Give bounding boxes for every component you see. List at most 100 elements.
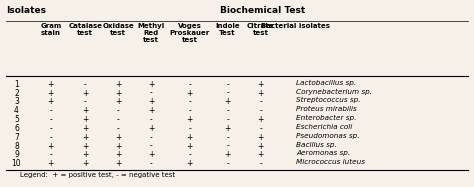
Text: +: + <box>257 142 264 151</box>
Text: Legend:  + = positive test, - = negative test: Legend: + = positive test, - = negative … <box>20 172 175 178</box>
Text: +: + <box>224 97 231 106</box>
Text: 10: 10 <box>12 159 21 168</box>
Text: +: + <box>115 133 121 142</box>
Text: +: + <box>48 142 54 151</box>
Text: +: + <box>48 80 54 89</box>
Text: -: - <box>49 150 52 160</box>
Text: Escherichia coli: Escherichia coli <box>296 124 352 130</box>
Text: -: - <box>150 142 153 151</box>
Text: +: + <box>187 159 193 168</box>
Text: +: + <box>148 106 155 115</box>
Text: +: + <box>48 159 54 168</box>
Text: +: + <box>115 97 121 106</box>
Text: Aeromonas sp.: Aeromonas sp. <box>296 150 350 156</box>
Text: -: - <box>117 124 119 133</box>
Text: Isolates: Isolates <box>6 6 46 15</box>
Text: -: - <box>189 97 191 106</box>
Text: -: - <box>259 97 262 106</box>
Text: +: + <box>115 142 121 151</box>
Text: +: + <box>82 106 89 115</box>
Text: -: - <box>189 80 191 89</box>
Text: Streptococcus sp.: Streptococcus sp. <box>296 97 360 103</box>
Text: +: + <box>257 115 264 124</box>
Text: -: - <box>49 124 52 133</box>
Text: +: + <box>224 150 231 160</box>
Text: -: - <box>84 80 87 89</box>
Text: +: + <box>224 124 231 133</box>
Text: +: + <box>148 124 155 133</box>
Text: -: - <box>189 150 191 160</box>
Text: Citrate
test: Citrate test <box>247 23 274 36</box>
Text: +: + <box>148 97 155 106</box>
Text: -: - <box>84 97 87 106</box>
Text: Oxidase
test: Oxidase test <box>102 23 134 36</box>
Text: -: - <box>259 106 262 115</box>
Text: +: + <box>148 80 155 89</box>
Text: 9: 9 <box>14 150 19 160</box>
Text: Gram
stain: Gram stain <box>40 23 62 36</box>
Text: -: - <box>226 106 229 115</box>
Text: +: + <box>82 159 89 168</box>
Text: +: + <box>82 150 89 160</box>
Text: Voges
Proskauer
test: Voges Proskauer test <box>170 23 210 43</box>
Text: +: + <box>257 80 264 89</box>
Text: -: - <box>117 106 119 115</box>
Text: -: - <box>226 142 229 151</box>
Text: -: - <box>150 159 153 168</box>
Text: +: + <box>82 133 89 142</box>
Text: Proteus mirabilis: Proteus mirabilis <box>296 106 356 112</box>
Text: -: - <box>150 115 153 124</box>
Text: Catalase
test: Catalase test <box>68 23 102 36</box>
Text: Corynebacterium sp.: Corynebacterium sp. <box>296 88 372 95</box>
Text: +: + <box>115 159 121 168</box>
Text: 3: 3 <box>14 97 19 106</box>
Text: Lactobacillus sp.: Lactobacillus sp. <box>296 80 356 86</box>
Text: Biochemical Test: Biochemical Test <box>220 6 306 15</box>
Text: -: - <box>226 159 229 168</box>
Text: Methyl
Red
test: Methyl Red test <box>137 23 165 43</box>
Text: +: + <box>82 124 89 133</box>
Text: -: - <box>49 133 52 142</box>
Text: 2: 2 <box>14 88 19 98</box>
Text: +: + <box>187 133 193 142</box>
Text: -: - <box>226 80 229 89</box>
Text: Pseudomonas sp.: Pseudomonas sp. <box>296 133 359 139</box>
Text: +: + <box>187 142 193 151</box>
Text: 7: 7 <box>14 133 19 142</box>
Text: -: - <box>150 88 153 98</box>
Text: -: - <box>189 124 191 133</box>
Text: +: + <box>82 88 89 98</box>
Text: +: + <box>148 150 155 160</box>
Text: -: - <box>259 124 262 133</box>
Text: Enterobacter sp.: Enterobacter sp. <box>296 115 356 121</box>
Text: -: - <box>117 115 119 124</box>
Text: -: - <box>49 106 52 115</box>
Text: +: + <box>187 115 193 124</box>
Text: +: + <box>82 115 89 124</box>
Text: 1: 1 <box>14 80 19 89</box>
Text: -: - <box>189 106 191 115</box>
Text: +: + <box>115 80 121 89</box>
Text: +: + <box>115 88 121 98</box>
Text: Bacterial isolates: Bacterial isolates <box>261 23 330 29</box>
Text: +: + <box>48 88 54 98</box>
Text: 4: 4 <box>14 106 19 115</box>
Text: +: + <box>257 88 264 98</box>
Text: +: + <box>82 142 89 151</box>
Text: -: - <box>49 115 52 124</box>
Text: 5: 5 <box>14 115 19 124</box>
Text: Bacillus sp.: Bacillus sp. <box>296 142 337 148</box>
Text: +: + <box>48 97 54 106</box>
Text: +: + <box>187 88 193 98</box>
Text: 8: 8 <box>14 142 19 151</box>
Text: -: - <box>150 133 153 142</box>
Text: -: - <box>226 133 229 142</box>
Text: -: - <box>226 88 229 98</box>
Text: -: - <box>259 159 262 168</box>
Text: 6: 6 <box>14 124 19 133</box>
Text: Micrococcus luteus: Micrococcus luteus <box>296 159 365 165</box>
Text: Indole
Test: Indole Test <box>215 23 240 36</box>
Text: +: + <box>257 150 264 160</box>
Text: +: + <box>115 150 121 160</box>
Text: -: - <box>226 115 229 124</box>
